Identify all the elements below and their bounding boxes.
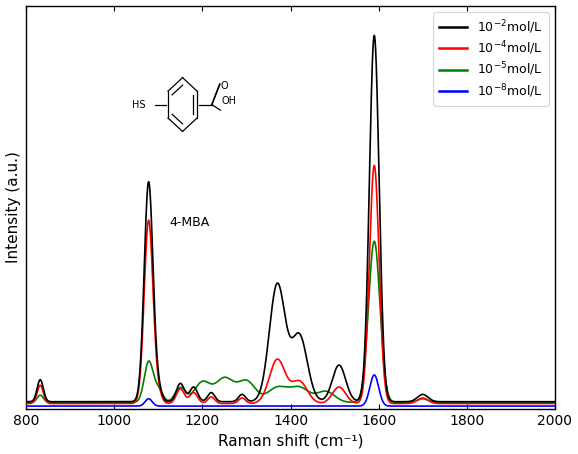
Legend: $10^{-2}$mol/L, $10^{-4}$mol/L, $10^{-5}$mol/L, $10^{-8}$mol/L: $10^{-2}$mol/L, $10^{-4}$mol/L, $10^{-5}… (433, 12, 549, 106)
Text: O: O (220, 81, 228, 91)
Text: HS: HS (132, 99, 146, 109)
Text: OH: OH (221, 96, 236, 106)
X-axis label: Raman shift (cm⁻¹): Raman shift (cm⁻¹) (218, 434, 364, 449)
Text: 4-MBA: 4-MBA (169, 216, 209, 229)
Y-axis label: Intensity (a.u.): Intensity (a.u.) (6, 151, 21, 263)
